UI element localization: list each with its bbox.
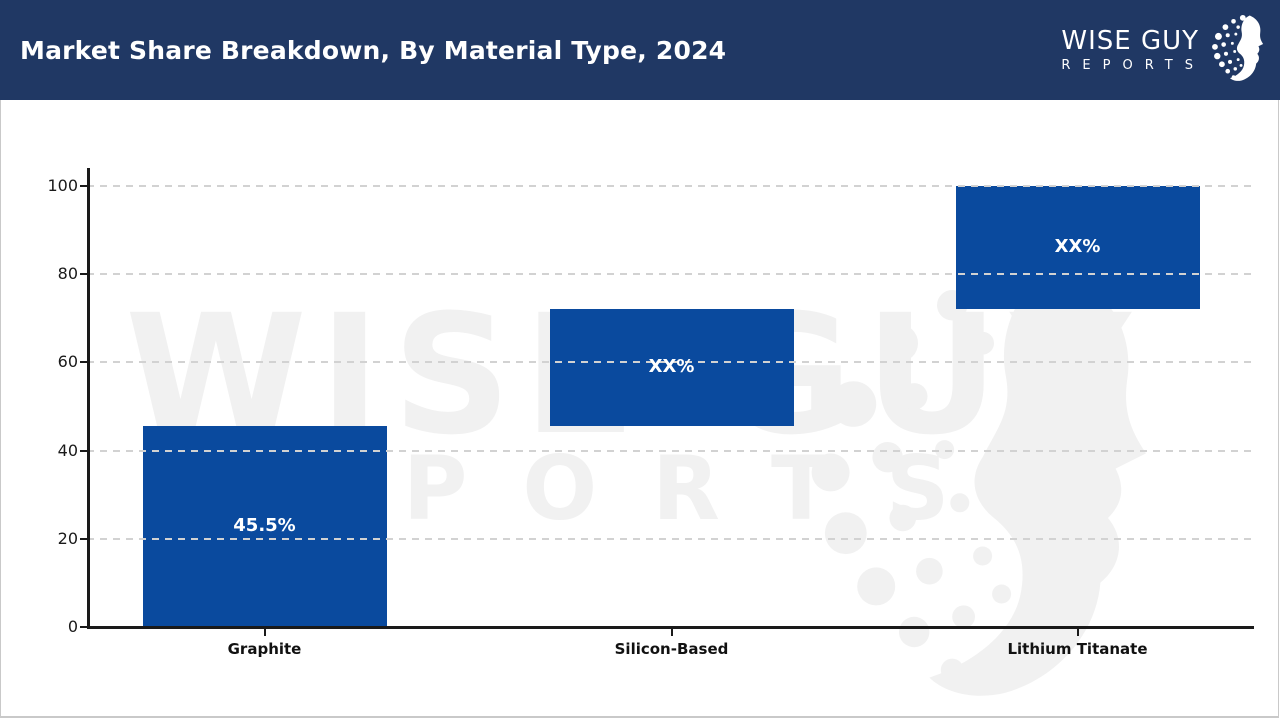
logo-wordmark: WISE GUY xyxy=(1061,26,1200,57)
y-tick-0 xyxy=(80,626,87,628)
logo-subtitle: REPORTS xyxy=(1061,57,1205,73)
header-bar: Market Share Breakdown, By Material Type… xyxy=(0,0,1280,100)
gridline-60 xyxy=(87,361,1254,364)
gridline-80 xyxy=(87,273,1254,276)
bar-silicon-based xyxy=(549,309,794,427)
bar-value-label-silicon-based: XX% xyxy=(648,355,695,377)
y-axis-label-20: 20 xyxy=(57,528,78,548)
x-tick-silicon-based xyxy=(670,629,673,636)
y-axis-label-100: 100 xyxy=(47,176,78,195)
y-tick-80 xyxy=(80,273,87,276)
y-axis-label-0: 0 xyxy=(67,617,78,636)
y-tick-40 xyxy=(80,449,87,452)
wiseguy-logo: WISE GUY REPORTS xyxy=(1055,4,1266,96)
y-axis-label-40: 40 xyxy=(57,440,78,460)
x-axis-label-lithium-titanate: Lithium Titanate xyxy=(1007,640,1148,658)
y-axis-label-60: 60 xyxy=(57,352,78,372)
bar-value-label-lithium-titanate: XX% xyxy=(1054,235,1101,257)
x-tick-graphite xyxy=(263,629,266,636)
chart-title: Market Share Breakdown, By Material Type… xyxy=(20,35,727,65)
gridline-100 xyxy=(87,185,1254,187)
bar-graphite xyxy=(142,426,387,627)
wiseguy-logo-text: WISE GUY REPORTS xyxy=(1055,26,1205,73)
bar-value-label-graphite: 45.5% xyxy=(233,514,296,536)
x-axis-label-silicon-based: Silicon-Based xyxy=(614,640,729,658)
x-tick-lithium-titanate xyxy=(1076,629,1079,636)
y-axis-label-80: 80 xyxy=(57,264,78,284)
y-axis-line xyxy=(87,168,90,629)
wiseguy-face-icon xyxy=(1208,4,1266,96)
gridline-20 xyxy=(87,537,1254,540)
x-axis-label-graphite: Graphite xyxy=(227,640,302,658)
y-tick-100 xyxy=(80,185,87,187)
gridline-40 xyxy=(87,449,1254,452)
bar-lithium-titanate xyxy=(955,186,1200,310)
watermark-face-icon xyxy=(785,220,1165,720)
y-tick-60 xyxy=(80,361,87,364)
y-tick-20 xyxy=(80,537,87,540)
x-axis-line xyxy=(87,626,1254,629)
